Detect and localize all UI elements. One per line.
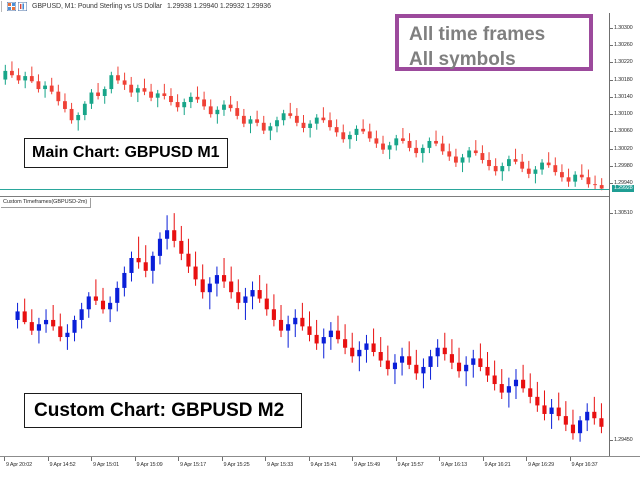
feature-badge: All time frames All symbols <box>395 14 593 71</box>
time-tick-label: 9 Apr 16:13 <box>441 462 467 468</box>
time-tick-label: 9 Apr 15:25 <box>223 462 250 468</box>
time-tick-label: 9 Apr 20:02 <box>6 462 32 468</box>
current-price-badge: 1.29928 <box>612 185 635 192</box>
time-tick <box>265 457 266 461</box>
price-tick <box>609 27 613 29</box>
price-tick <box>609 79 613 81</box>
time-tick <box>4 457 5 461</box>
price-tick <box>609 131 613 133</box>
custom-chart-callout-label: Custom Chart: GBPUSD M2 <box>34 399 285 421</box>
price-tick <box>609 114 613 116</box>
time-tick <box>439 457 440 461</box>
badge-line-timeframes: All time frames <box>409 24 546 45</box>
price-tick <box>609 213 613 215</box>
main-chart-callout: Main Chart: GBPUSD M1 <box>24 138 228 168</box>
time-tick <box>395 457 397 461</box>
grid-icon <box>7 2 16 11</box>
price-tick-label: 1.30220 <box>614 59 633 66</box>
time-tick <box>352 457 353 461</box>
time-tick-label: 9 Apr 16:29 <box>528 462 554 468</box>
time-tick <box>47 457 49 461</box>
price-tick <box>609 439 613 441</box>
time-tick-label: 9 Apr 15:09 <box>136 462 163 468</box>
time-tick <box>569 457 571 461</box>
price-tick-label: 1.29450 <box>614 436 633 443</box>
price-tick-label: 1.30020 <box>614 145 633 152</box>
main-chart-callout-label: Main Chart: GBPUSD M1 <box>32 144 220 161</box>
time-tick <box>221 457 223 461</box>
price-tick-label: 1.30510 <box>614 210 633 217</box>
time-axis[interactable]: 9 Apr 20:02 9 Apr 14:52 9 Apr 15:01 9 Apr 1… <box>0 456 640 480</box>
current-price-line <box>0 188 609 190</box>
chart-ohlc-values: 1.29938 1.29940 1.29932 1.29936 <box>166 3 271 10</box>
price-tick-label: 1.29940 <box>614 180 633 187</box>
time-tick <box>526 457 527 461</box>
price-tick-label: 1.30300 <box>614 24 633 31</box>
time-tick-label: 9 Apr 15:41 <box>310 462 337 468</box>
price-tick-label: 1.30140 <box>614 93 633 100</box>
time-tick-label: 9 Apr 15:01 <box>93 462 119 468</box>
custom-chart-callout: Custom Chart: GBPUSD M2 <box>24 393 302 428</box>
time-tick <box>91 457 92 461</box>
time-tick-label: 9 Apr 16:21 <box>484 462 511 468</box>
chart-symbol-title: GBPUSD, M1: Pound Sterling vs US Dollar <box>32 3 162 10</box>
window-grip <box>1 1 5 12</box>
time-tick <box>178 457 179 461</box>
price-axis[interactable]: 1.30300 1.30260 1.30220 1.30180 1.30140 1.301… <box>609 13 640 456</box>
price-tick-label: 1.30180 <box>614 76 633 83</box>
price-axis-line <box>609 13 610 456</box>
time-tick-label: 9 Apr 16:37 <box>571 462 598 468</box>
custom-chart-corner-label: Custom Timeframes(GBPUSD-2m) <box>1 198 92 208</box>
time-axis-line <box>0 456 640 457</box>
price-tick <box>609 183 613 185</box>
pane-separator <box>0 196 640 197</box>
price-tick <box>609 148 613 150</box>
time-tick-label: 9 Apr 15:57 <box>397 462 424 468</box>
price-tick-label: 1.29980 <box>614 163 633 169</box>
price-tick-label: 1.30100 <box>614 111 633 118</box>
time-tick <box>308 457 310 461</box>
main-chart-candles <box>3 61 604 191</box>
time-tick <box>482 457 484 461</box>
badge-line-symbols: All symbols <box>409 49 516 70</box>
time-tick-label: 9 Apr 15:33 <box>267 462 293 468</box>
price-tick <box>609 44 613 46</box>
time-tick <box>134 457 136 461</box>
time-tick-label: 9 Apr 15:17 <box>180 462 206 468</box>
price-tick <box>609 166 613 167</box>
price-tick <box>609 62 613 64</box>
price-tick-label: 1.30060 <box>614 128 633 135</box>
time-tick-label: 9 Apr 15:49 <box>354 462 380 468</box>
price-tick <box>609 96 613 98</box>
time-tick-label: 9 Apr 14:52 <box>49 462 76 468</box>
custom-chart-candles <box>15 213 604 442</box>
chart-icon <box>18 2 27 11</box>
price-tick-label: 1.30260 <box>614 41 633 48</box>
chart-title-bar: GBPUSD, M1: Pound Sterling vs US Dollar … <box>0 0 640 13</box>
